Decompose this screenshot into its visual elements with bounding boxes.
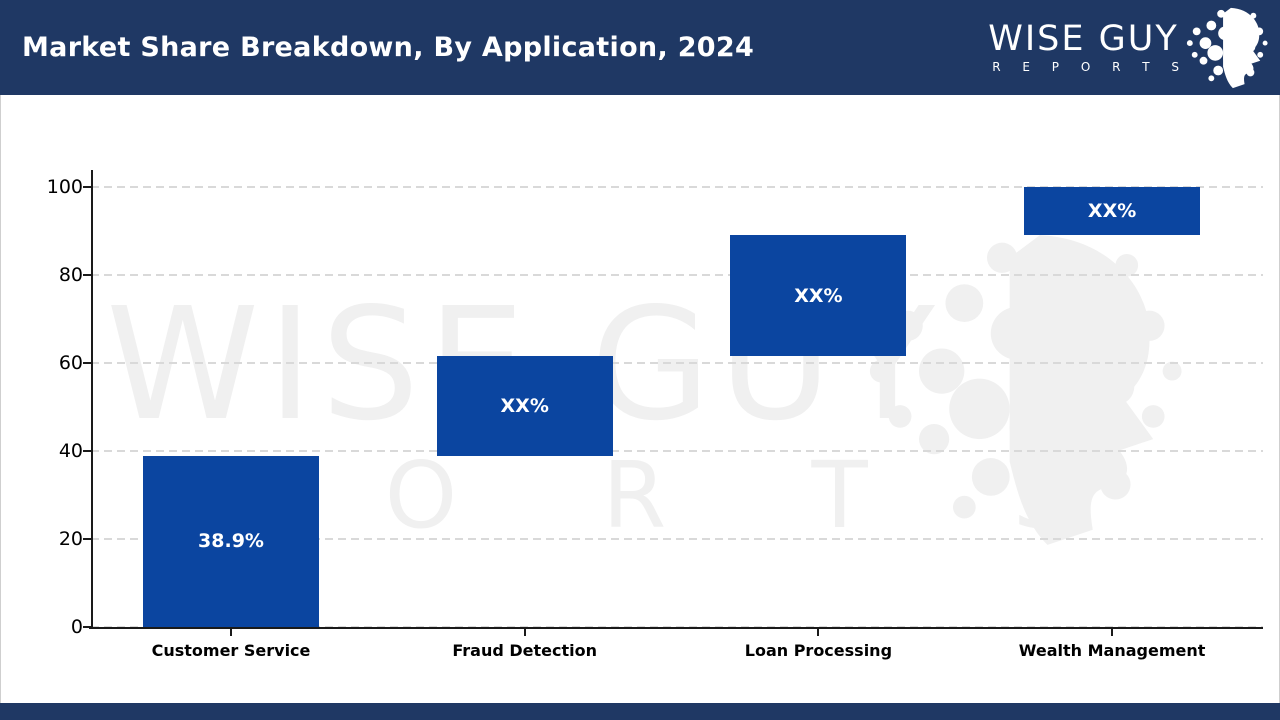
footer-band (0, 703, 1280, 720)
wise-guy-reports-logo: WISE GUY R E P O R T S (988, 4, 1270, 92)
y-tick-mark-80 (83, 274, 91, 276)
dotted-head-icon (1186, 7, 1268, 88)
y-tick-mark-60 (83, 362, 91, 364)
x-tick-mark-1 (523, 629, 526, 636)
bar-value-label: XX% (794, 284, 843, 307)
gridline-80 (91, 274, 1263, 276)
bar-customer-service: 38.9% (143, 455, 319, 627)
y-tick-mark-40 (83, 450, 91, 452)
header-band: Market Share Breakdown, By Application, … (0, 0, 1280, 95)
x-category-label: Wealth Management (1018, 641, 1206, 660)
logo-text: WISE GUY R E P O R T S (988, 18, 1188, 74)
y-tick-mark-0 (83, 626, 91, 628)
y-tick-label-60: 60 (58, 352, 83, 374)
chart-area: WISE GUY P O R T S 0 20 40 60 80 100 (0, 95, 1280, 703)
x-category-label: Fraud Detection (452, 641, 597, 660)
gridline-100 (91, 186, 1263, 188)
watermark-line2: P O R T S (184, 442, 1130, 549)
y-tick-label-80: 80 (58, 264, 83, 286)
logo-subtext: R E P O R T S (992, 59, 1188, 74)
x-category-label: Customer Service (151, 641, 311, 660)
x-category-label: Loan Processing (744, 641, 893, 660)
bar-loan-processing: XX% (730, 235, 907, 357)
y-tick-mark-100 (83, 186, 91, 188)
x-tick-mark-3 (1111, 629, 1114, 636)
x-axis-spine (89, 627, 1263, 629)
bar-value-label: XX% (500, 395, 549, 418)
logo-wordmark: WISE GUY (988, 18, 1179, 59)
bar-fraud-detection: XX% (436, 356, 613, 456)
y-tick-label-0: 0 (70, 616, 83, 638)
y-tick-mark-20 (83, 538, 91, 540)
x-tick-mark-2 (817, 629, 820, 636)
bar-value-label: XX% (1087, 200, 1137, 223)
y-tick-label-20: 20 (58, 528, 83, 550)
page-title: Market Share Breakdown, By Application, … (22, 32, 755, 63)
gridline-20 (91, 538, 1263, 540)
bar-value-label: 38.9% (198, 530, 264, 553)
watermark-head-graphic (869, 235, 1182, 545)
y-tick-label-40: 40 (58, 440, 83, 462)
y-axis-spine (91, 170, 93, 629)
gridline-40 (91, 450, 1263, 452)
y-tick-label-100: 100 (46, 176, 83, 198)
gridline-60 (91, 362, 1263, 364)
bar-wealth-management: XX% (1024, 187, 1201, 236)
x-tick-mark-0 (230, 629, 232, 636)
